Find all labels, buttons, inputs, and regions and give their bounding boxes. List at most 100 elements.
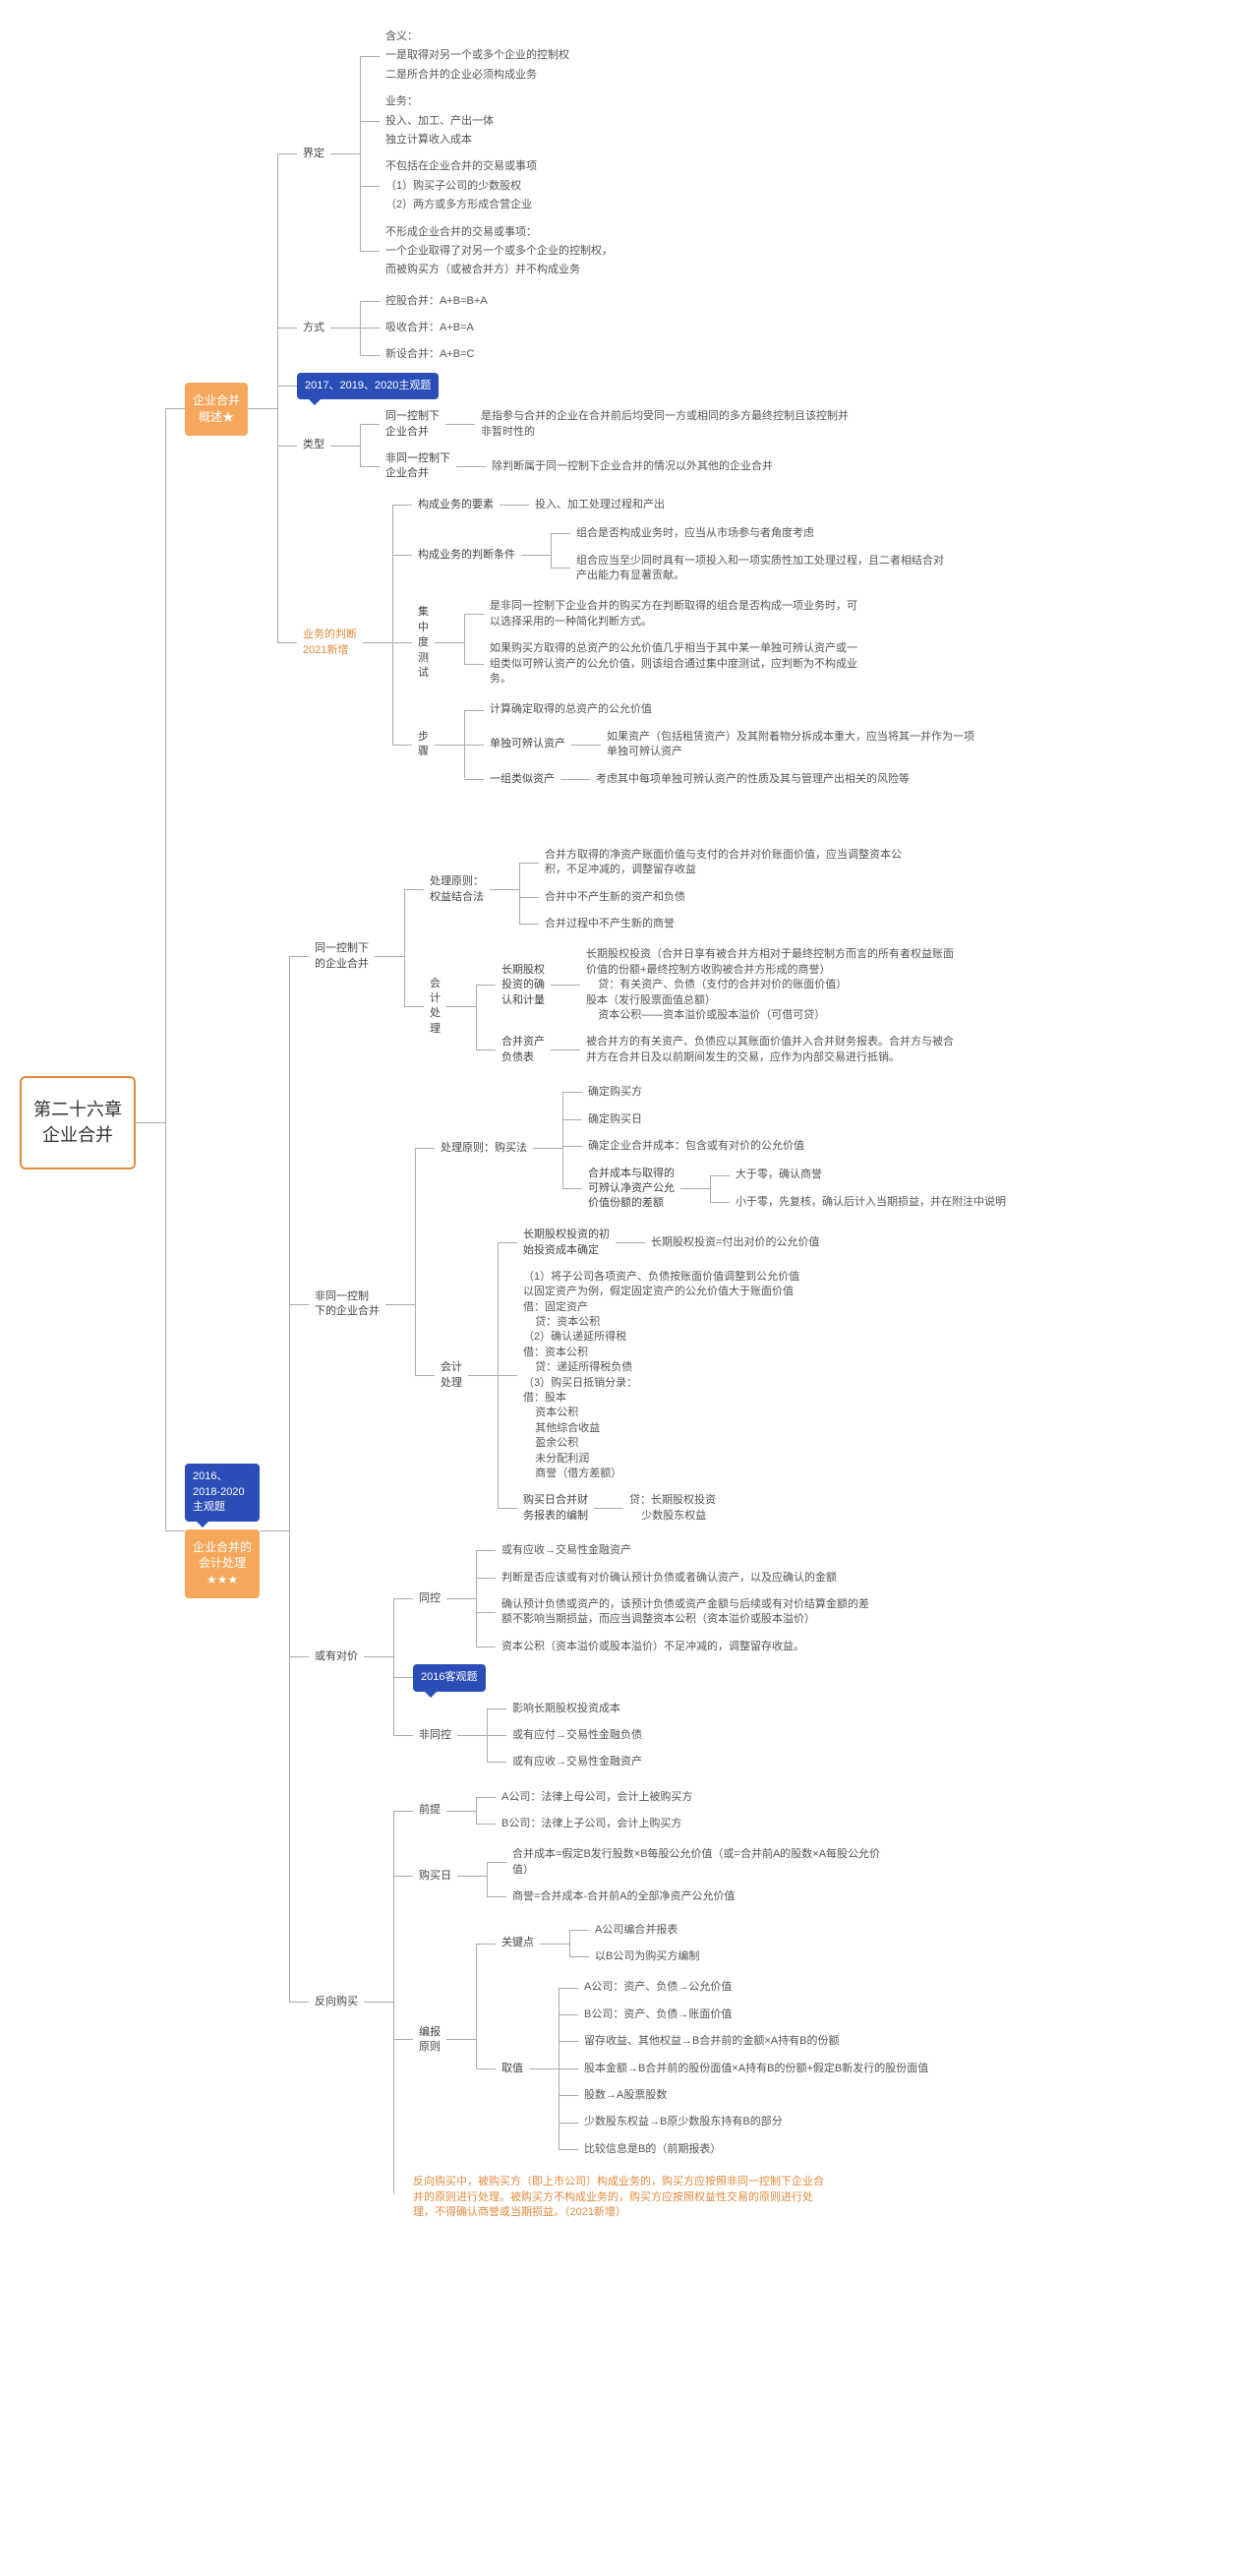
s2-b1-n1-l1: 合并方取得的净资产账面价值与支付的合并对价账面价值，应当调整资本公积，不足冲减的… <box>539 844 924 882</box>
s1-b4-n2-label: 构成业务的判断条件 <box>412 544 521 567</box>
s2-b2-n1-n4-label: 合并成本与取得的 可辨认净资产公允 价值份额的差额 <box>582 1163 680 1216</box>
s2-b2-n2-n3-text: 贷：长期股权投资 少数股东权益 <box>623 1489 722 1528</box>
s1-tag: 2017、2019、2020主观题 <box>297 373 439 399</box>
s2-b2-n1-n4-l2: 小于零，先复核，确认后计入当期损益，并在附注中说明 <box>730 1191 1012 1214</box>
s1-b4-n4-label: 步 骤 <box>412 726 435 764</box>
s1-b4-label: 业务的判断 2021新增 <box>297 624 363 662</box>
s2-b2-n2-n1-label: 长期股权投资的初 始投资成本确定 <box>517 1224 616 1262</box>
s2-b1-n1-l2: 合并中不产生新的资产和负债 <box>539 886 691 909</box>
s1-b4-n1-label: 构成业务的要素 <box>412 494 500 516</box>
s2-b4-footnote: 反向购买中，被购买方（即上市公司）构成业务的，购买方应按照非同一控制下企业合并的… <box>413 2175 826 2220</box>
s1-b4-n3-l2: 如果购买方取得的总资产的公允价值几乎相当于其中某一单独可辨认资产或一组类似可辨认… <box>484 637 869 690</box>
s2-b4-n1-label: 前提 <box>413 1799 446 1822</box>
s2-b4-label: 反向购买 <box>309 1991 364 2013</box>
s2-b3-n1-l1: 或有应收→交易性金融资产 <box>496 1539 637 1562</box>
mindmap-root: 第二十六章 企业合并 企业合并 概述★ 界定 <box>20 20 1237 2226</box>
s1-b1-n2-l2: 独立计算收入成本 <box>385 133 494 148</box>
s1-b1-n1-l1: 一是取得对另一个或多个企业的控制权 <box>385 48 569 63</box>
s2-b1-n1-label: 处理原则： 权益结合法 <box>424 870 490 909</box>
section1-title: 企业合并 概述★ <box>185 383 248 436</box>
s2-b3-n1-l3: 确认预计负债或资产的，该预计负债或资产金额与后续或有对价结算金额的差额不影响当期… <box>496 1593 881 1632</box>
s2-b4-n3-n2-l1: A公司：资产、负债→公允价值 <box>578 1976 737 1999</box>
s2-b4-n2-l1: 合并成本=假定B发行股数×B每股公允价值（或=合并前A的股数×A每股公允价值） <box>506 1843 892 1882</box>
root-children: 企业合并 概述★ 界定 含义： 一是取得对另一个或多个企业的控制权 <box>165 20 1012 2226</box>
s1-b1-n4-label: 不形成企业合并的交易或事项： <box>385 225 613 240</box>
root-line1: 第二十六章 <box>33 1098 122 1122</box>
s2-b2-n1-n4-l1: 大于零，确认商誉 <box>730 1164 828 1186</box>
s1-b1-n1-label: 含义： <box>385 30 569 44</box>
s2-b1-n2-n2-label: 合并资产 负债表 <box>496 1031 551 1069</box>
s1-b1-n4-l2: 而被购买方（或被合并方）并不构成业务 <box>385 263 613 277</box>
s1-b2-l2: 吸收合并：A+B=A <box>380 317 480 339</box>
s2-b4-n3-n2-l7: 比较信息是B的（前期报表） <box>578 2138 727 2161</box>
s1-b4-n3-label: 集 中 度 测 试 <box>412 601 435 685</box>
section2-title: 企业合并的 会计处理 ★★★ <box>185 1529 260 1598</box>
s2-b4-n3-n1-l1: A公司编合并报表 <box>589 1919 683 1942</box>
s2-b4-n1-l2: B公司：法律上子公司，会计上购买方 <box>496 1813 687 1835</box>
s1-b4-n4-n2-label: 单独可辨认资产 <box>484 733 571 755</box>
s2-b2-n2-n1-text: 长期股权投资=付出对价的公允价值 <box>645 1231 825 1254</box>
s1-b1-n3-l1: （1）购买子公司的少数股权 <box>385 179 537 194</box>
s2-b4-n3-n2-l6: 少数股东权益→B原少数股东持有B的部分 <box>578 2111 789 2133</box>
s2-b3-tag: 2016客观题 <box>413 1664 485 1691</box>
s2-b4-n3-n2-label: 取值 <box>496 2058 529 2080</box>
s2-b4-n3-n1-l2: 以B公司为购买方编制 <box>589 1946 705 1968</box>
s2-b2-n2-label: 会计 处理 <box>435 1356 468 1395</box>
s1-b3-n1-text: 是指参与合并的企业在合并前后均受同一方或相同的多方最终控制且该控制并非暂时性的 <box>475 405 860 444</box>
s1-b4-n4-n2-text: 如果资产（包括租赁资产）及其附着物分拆成本重大，应当将其一并作为一项单独可辨认资… <box>601 726 986 764</box>
s2-b3-n1-label: 同控 <box>413 1588 446 1610</box>
s2-b1-label: 同一控制下 的企业合并 <box>309 937 375 976</box>
s2-b1-n1-l3: 合并过程中不产生新的商誉 <box>539 913 680 935</box>
s2-b4-n2-l2: 商誉=合并成本-合并前A的全部净资产公允价值 <box>506 1886 740 1908</box>
s1-b2-l1: 控股合并：A+B=B+A <box>380 290 494 313</box>
s2-b3-n2-l3: 或有应收→交易性金融资产 <box>506 1751 648 1773</box>
s1-b4-n4-l1: 计算确定取得的总资产的公允价值 <box>484 698 658 721</box>
s1-b4-n3-l1: 是非同一控制下企业合并的购买方在判断取得的组合是否构成一项业务时，可以选择采用的… <box>484 595 869 633</box>
s1-b4-n4-n3-text: 考虑其中每项单独可辨认资产的性质及其与管理产出相关的风险等 <box>590 768 915 791</box>
s1-b1-n3-l2: （2）两方或多方形成合营企业 <box>385 198 537 212</box>
root-line2: 企业合并 <box>33 1123 122 1148</box>
s2-b3-label: 或有对价 <box>309 1646 364 1668</box>
s2-b3-n1-l4: 资本公积（资本溢价或股本溢价）不足冲减的，调整留存收益。 <box>496 1636 810 1658</box>
s2-b4-n3-n2-l5: 股数→A股票股数 <box>578 2084 673 2107</box>
s2-b4-n3-n2-l4: 股本金额→B合并前的股份面值×A持有B的份额+假定B新发行的股份面值 <box>578 2058 934 2080</box>
s2-b3-n2-label: 非同控 <box>413 1724 457 1747</box>
root-node: 第二十六章 企业合并 <box>20 1076 136 1168</box>
s1-b3-n2-label: 非同一控制下 企业合并 <box>380 448 456 486</box>
s2-b3-n1-l2: 判断是否应该或有对价确认预计负债或者确认资产，以及应确认的金额 <box>496 1567 843 1589</box>
s1-b4-n2-l2: 组合应当至少同时具有一项投入和一项实质性加工处理过程，且二者相结合对产出能力有显… <box>570 550 956 588</box>
s2-b4-n1-l1: A公司：法律上母公司，会计上被购买方 <box>496 1786 698 1809</box>
s2-b4-n3-n2-l3: 留存收益、其他权益→B合并前的金额×A持有B的份额 <box>578 2030 845 2053</box>
s1-b2-l3: 新设合并：A+B=C <box>380 343 480 366</box>
s1-b1-n2-l1: 投入、加工、产出一体 <box>385 114 494 129</box>
s2-b2-label: 非同一控制 下的企业合并 <box>309 1286 385 1324</box>
s2-b2-n2-n2-text: （1）将子公司各项资产、负债按账面价值调整到公允价值 以固定资产为例，假定固定资… <box>517 1266 805 1485</box>
s2-tag: 2016、 2018-2020 主观题 <box>185 1464 260 1521</box>
s2-b4-n3-n2-l2: B公司：资产、负债→账面价值 <box>578 2004 737 2026</box>
s2-b2-n1-label: 处理原则：购买法 <box>435 1137 533 1160</box>
s2-b4-n3-label: 编报 原则 <box>413 2021 446 2060</box>
s2-b2-n1-l1: 确定购买方 <box>582 1081 648 1104</box>
s1-b3-n1-label: 同一控制下 企业合并 <box>380 405 445 444</box>
s2-b4-n3-n1-label: 关键点 <box>496 1932 540 1954</box>
s1-b4-n4-n3-label: 一组类似资产 <box>484 768 560 791</box>
s1-b1-n2-label: 业务： <box>385 94 494 109</box>
s2-b4-n2-label: 购买日 <box>413 1865 457 1887</box>
s1-b1-n4-l1: 一个企业取得了对另一个或多个企业的控制权， <box>385 244 613 259</box>
s1-b1-label: 界定 <box>297 143 330 165</box>
s1-b4-n2-l1: 组合是否构成业务时，应当从市场参与者角度考虑 <box>570 522 820 545</box>
s1-b4-n1-text: 投入、加工处理过程和产出 <box>529 494 671 516</box>
s2-b1-n2-label: 会 计 处 理 <box>424 973 446 1042</box>
s2-b2-n1-l2: 确定购买日 <box>582 1108 648 1131</box>
s2-b1-n2-n1-text: 长期股权投资（合并日享有被合并方相对于最终控制方而言的所有者权益账面价值的份额+… <box>580 943 966 1027</box>
s1-b3-n2-text: 除判断属于同一控制下企业合并的情况以外其他的企业合并 <box>486 455 779 478</box>
s2-b3-n2-l1: 影响长期股权投资成本 <box>506 1698 626 1720</box>
s1-b1-n1-l2: 二是所合并的企业必须构成业务 <box>385 68 569 83</box>
s1-b1-n3-label: 不包括在企业合并的交易或事项 <box>385 159 537 174</box>
s2-b1-n2-n2-text: 被合并方的有关资产、负债应以其账面价值并入合并财务报表。合并方与被合并方在合并日… <box>580 1031 966 1069</box>
s1-b2-label: 方式 <box>297 317 330 339</box>
s2-b3-n2-l2: 或有应付→交易性金融负债 <box>506 1724 648 1747</box>
s1-b3-label: 类型 <box>297 434 330 456</box>
s2-b2-n2-n3-label: 购买日合并财 务报表的编制 <box>517 1489 594 1528</box>
s2-b1-n2-n1-label: 长期股权 投资的确 认和计量 <box>496 959 551 1012</box>
